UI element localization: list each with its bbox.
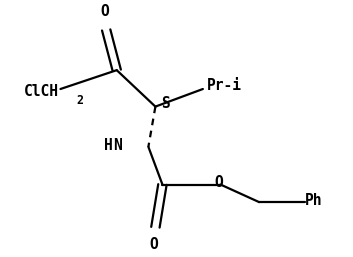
Text: O: O — [100, 4, 109, 19]
Text: Pr-i: Pr-i — [207, 78, 241, 93]
Text: N: N — [113, 138, 122, 153]
Text: ClCH: ClCH — [24, 84, 59, 99]
Text: 2: 2 — [76, 94, 83, 107]
Text: O: O — [214, 175, 223, 189]
Text: H: H — [104, 138, 113, 153]
Text: Ph: Ph — [305, 193, 322, 208]
Text: O: O — [149, 237, 158, 252]
Text: S: S — [161, 96, 169, 111]
